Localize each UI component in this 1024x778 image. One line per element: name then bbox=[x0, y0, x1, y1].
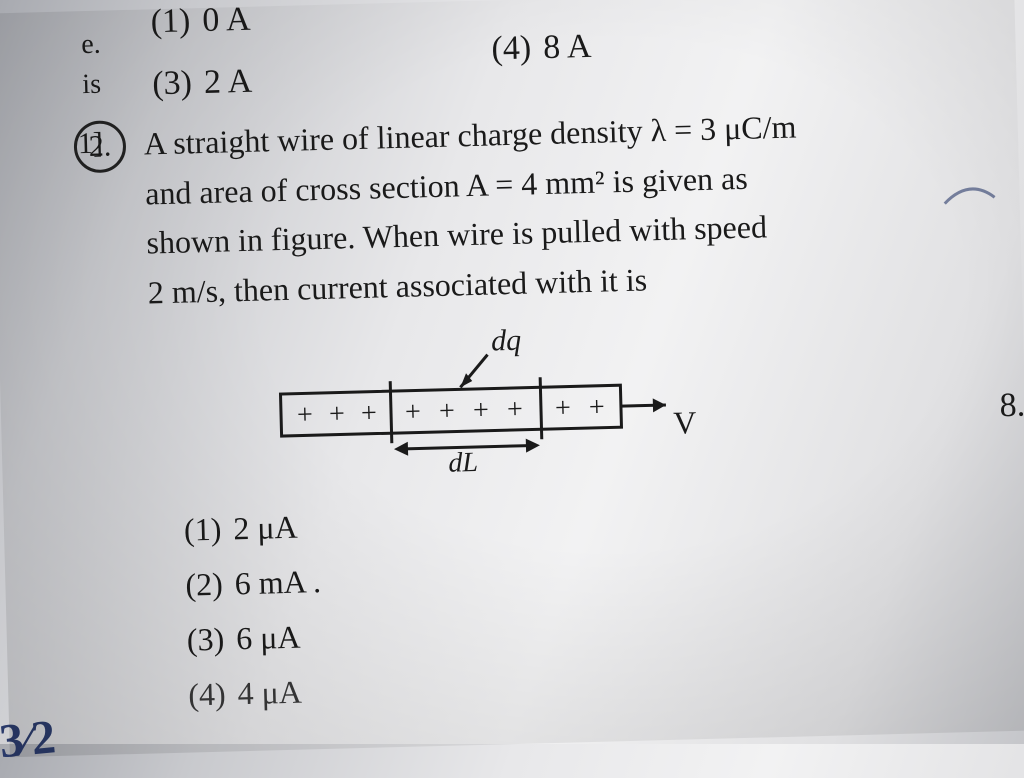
dl-arrow-left bbox=[394, 442, 408, 456]
plus-icon: + bbox=[361, 398, 378, 429]
q2-opt2-label: (2) bbox=[185, 566, 223, 604]
plus-icon: + bbox=[473, 395, 490, 426]
plus-icon: + bbox=[329, 399, 346, 430]
plus-icon: + bbox=[555, 393, 572, 424]
q2-stem: A straight wire of linear charge density… bbox=[143, 102, 801, 317]
plus-icon: + bbox=[405, 397, 422, 428]
q2-opt4-label: (4) bbox=[188, 676, 226, 714]
plus-icon: + bbox=[439, 396, 456, 427]
v-arrow-head bbox=[653, 398, 666, 412]
q1-opt4-text: 8 A bbox=[543, 28, 592, 67]
q1-opt1-label: (1) bbox=[150, 2, 191, 41]
plus-icon: + bbox=[297, 400, 314, 431]
q2-opt4-text: 4 μA bbox=[237, 674, 302, 713]
q2-opt1-text: 2 μA bbox=[233, 509, 298, 548]
q2-opt3-label: (3) bbox=[186, 621, 224, 659]
q2-opt2-text: 6 mA . bbox=[234, 563, 321, 602]
handwritten-fraction: 3⁄2 bbox=[0, 709, 58, 769]
plus-icon: + bbox=[589, 392, 606, 423]
divider-1 bbox=[390, 382, 392, 444]
q1-opt3-text: 2 A bbox=[203, 63, 252, 102]
right-eight: 8. bbox=[999, 387, 1024, 426]
q2-opt3-text: 6 μA bbox=[236, 619, 301, 658]
q1-opt1-text: 0 A bbox=[202, 1, 251, 40]
pen-scribble-icon bbox=[939, 167, 1011, 239]
plus-icon: + bbox=[507, 394, 524, 425]
margin-is: is bbox=[82, 69, 102, 101]
margin-bracket: 1] bbox=[77, 127, 103, 162]
dq-label: dq bbox=[491, 324, 522, 358]
dl-arrow-right bbox=[526, 439, 540, 453]
q2-opt1-label: (1) bbox=[184, 511, 222, 549]
q1-opt3-label: (3) bbox=[152, 64, 193, 103]
margin-e: e. bbox=[81, 29, 101, 61]
right-c-partial: c bbox=[998, 0, 1014, 5]
q2-options: (1) 2 μA (2) 6 mA . (3) 6 μA (4) 4 μA bbox=[184, 491, 993, 714]
wire-diagram: dq + + + + + + + + + bbox=[259, 316, 987, 490]
v-label: V bbox=[673, 405, 697, 442]
q1-opt4-label: (4) bbox=[491, 29, 532, 68]
dl-label: dL bbox=[448, 447, 478, 479]
divider-2 bbox=[540, 378, 542, 440]
